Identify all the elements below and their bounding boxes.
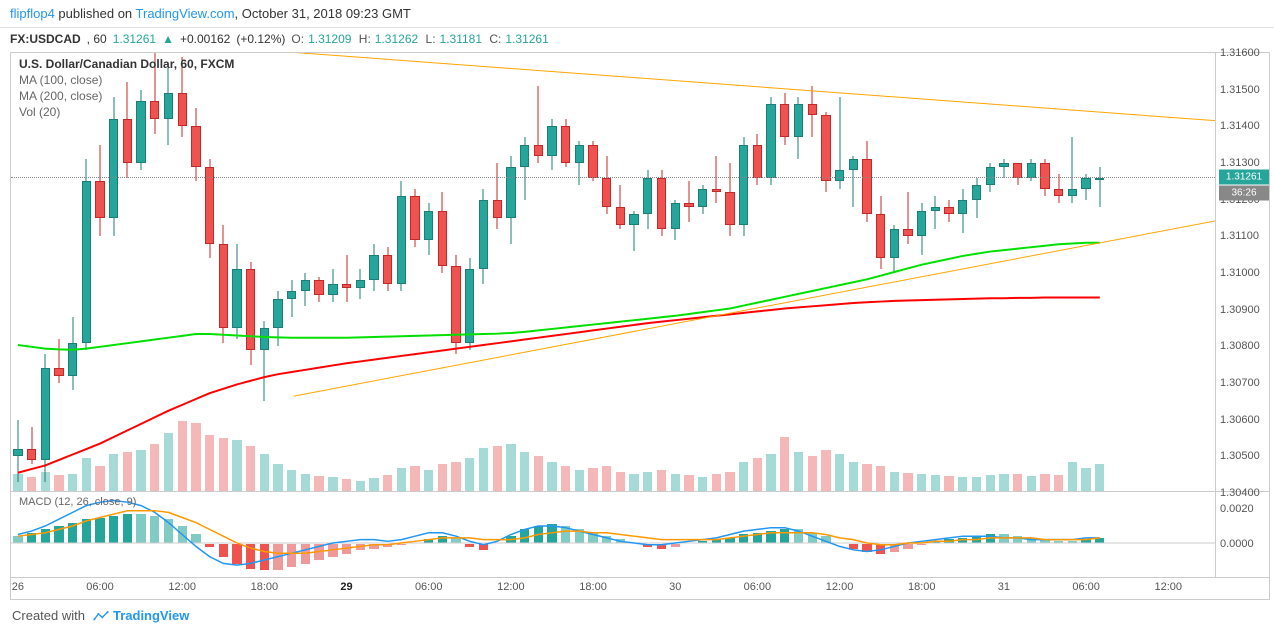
high-value: 1.31262 xyxy=(375,32,418,46)
publish-date: , October 31, 2018 09:23 GMT xyxy=(235,6,411,21)
symbol-info-bar: FX:USDCAD , 60 1.31261 ▲ +0.00162 (+0.12%… xyxy=(0,28,1274,50)
legend-ma100: MA (100, close) xyxy=(19,73,234,87)
published-text: published on xyxy=(55,6,136,21)
created-with-label: Created with xyxy=(12,608,85,623)
macd-legend: MACD (12, 26, close, 9) xyxy=(19,496,136,508)
legend-ma200: MA (200, close) xyxy=(19,89,234,103)
footer: Created with TradingView xyxy=(0,600,1274,631)
close-value: 1.31261 xyxy=(505,32,548,46)
macd-area[interactable]: MACD (12, 26, close, 9) 0.00200.0000 xyxy=(10,492,1270,578)
ohlc-block: O: 1.31209 H: 1.31262 L: 1.31181 C: 1.31261 xyxy=(291,32,552,46)
up-arrow-icon: ▲ xyxy=(162,32,174,46)
price-change-pct: (+0.12%) xyxy=(236,32,285,46)
main-chart-area[interactable]: U.S. Dollar/Canadian Dollar, 60, FXCM MA… xyxy=(10,52,1270,492)
last-price-line xyxy=(11,177,1215,178)
low-label: L: xyxy=(426,32,436,46)
chart-legend: U.S. Dollar/Canadian Dollar, 60, FXCM MA… xyxy=(19,57,234,119)
publish-header: flipflop4 published on TradingView.com, … xyxy=(0,0,1274,28)
brand-name: TradingView xyxy=(113,608,189,623)
open-label: O: xyxy=(291,32,304,46)
legend-title: U.S. Dollar/Canadian Dollar, 60, FXCM xyxy=(19,57,234,71)
close-label: C: xyxy=(489,32,501,46)
site-link[interactable]: TradingView.com xyxy=(136,6,235,21)
tradingview-logo[interactable]: TradingView xyxy=(93,608,189,623)
price-axis[interactable]: 1.316001.315001.314001.313001.312001.311… xyxy=(1215,53,1269,491)
low-value: 1.31181 xyxy=(440,32,483,46)
legend-volume: Vol (20) xyxy=(19,105,234,119)
symbol-interval: , 60 xyxy=(87,32,107,46)
tradingview-icon xyxy=(93,611,109,621)
macd-y-axis[interactable]: 0.00200.0000 xyxy=(1215,492,1269,577)
symbol-name: FX:USDCAD xyxy=(10,32,81,46)
macd-lines xyxy=(11,492,1215,577)
author-link[interactable]: flipflop4 xyxy=(10,6,55,21)
price-change: +0.00162 xyxy=(180,32,230,46)
time-axis[interactable]: 2606:0012:0018:002906:0012:0018:003006:0… xyxy=(10,578,1270,600)
high-label: H: xyxy=(359,32,371,46)
last-price: 1.31261 xyxy=(113,32,156,46)
open-value: 1.31209 xyxy=(308,32,351,46)
